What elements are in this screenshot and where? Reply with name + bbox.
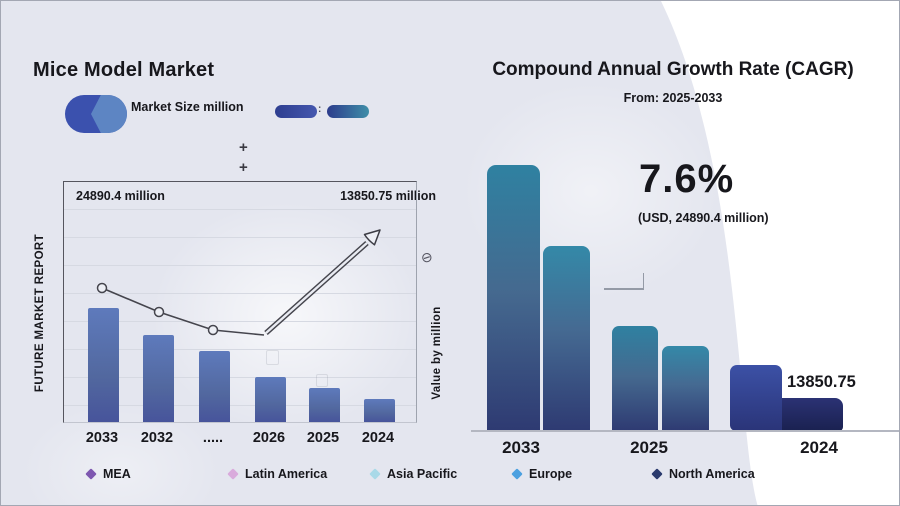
diamond-icon	[227, 468, 239, 480]
pill-separator: :	[318, 104, 322, 115]
bar-divider	[539, 246, 543, 380]
cagr-bar-2024-a	[730, 365, 782, 431]
x-label: 2025	[306, 430, 340, 446]
x-label: 2026	[252, 430, 286, 446]
gridline	[64, 349, 416, 350]
bar-2032	[143, 335, 174, 422]
bar-divider	[658, 346, 662, 394]
series-label: Market Size million	[131, 100, 244, 114]
bar-2033	[88, 308, 119, 422]
pill-icon	[275, 105, 317, 118]
cagr-value: 7.6%	[639, 157, 735, 201]
left-chart-plot-area	[63, 181, 417, 423]
bar-2026	[255, 377, 286, 422]
gridline	[64, 209, 416, 210]
pill-icon	[327, 105, 369, 118]
market-size-capsule-icon	[65, 95, 127, 133]
legend-item-north-america: North America	[651, 467, 755, 481]
cagr-bar-2024-b	[782, 398, 843, 431]
cagr-bar-2025-a	[612, 326, 658, 431]
plus-icon: +	[239, 159, 248, 176]
legend-item-europe: Europe	[511, 467, 573, 481]
bar-2025	[309, 388, 340, 422]
cagr-note: (USD, 24890.4 million)	[638, 211, 769, 225]
x-label: 2024	[800, 438, 838, 457]
gridline	[64, 405, 416, 406]
legend-label: MEA	[103, 467, 131, 481]
legend-item-asia-pacific: Asia Pacific	[369, 467, 458, 481]
bar-dots	[199, 351, 230, 422]
cagr-bar-2025-b	[662, 346, 709, 431]
gridline	[64, 237, 416, 238]
diamond-icon	[651, 468, 663, 480]
y-axis-label: Value by million	[431, 306, 443, 400]
bar-2024	[364, 399, 395, 422]
step-line-icon	[604, 288, 644, 290]
x-label: .....	[202, 430, 224, 446]
bar-annotation: 13850.75	[787, 373, 856, 391]
left-chart-end-value: 13850.75 million	[340, 189, 436, 203]
ghost-card-icon	[316, 374, 328, 387]
x-label: 2033	[85, 430, 119, 446]
ghost-card-icon	[266, 350, 279, 365]
plus-icon: +	[239, 139, 248, 156]
legend-label: Asia Pacific	[387, 467, 458, 481]
x-label: 2032	[140, 430, 174, 446]
gridline	[64, 265, 416, 266]
legend-item-mea: MEA	[85, 467, 131, 481]
legend-label: North America	[669, 467, 755, 481]
diamond-icon	[85, 468, 97, 480]
gridline	[64, 377, 416, 378]
legend-label: Europe	[529, 467, 573, 481]
right-chart-title: Compound Annual Growth Rate (CAGR)	[492, 59, 854, 80]
right-chart-subtitle: From: 2025-2033	[623, 91, 723, 105]
diamond-icon	[511, 468, 523, 480]
hexagon-icon	[91, 95, 127, 133]
gridline	[64, 293, 416, 294]
left-chart-title: Mice Model Market	[33, 59, 215, 81]
diamond-icon	[369, 468, 381, 480]
right-chart-axis	[471, 430, 899, 432]
legend-label: Latin America	[245, 467, 328, 481]
watermark-vertical-text: FUTURE MARKET REPORT	[34, 233, 46, 393]
x-label: 2033	[502, 438, 540, 457]
legend-item-latin-america: Latin America	[227, 467, 328, 481]
x-label: 2025	[630, 438, 668, 457]
cagr-bar-2033-b	[543, 246, 590, 431]
step-line-icon	[642, 273, 644, 289]
left-chart-start-value: 24890.4 million	[76, 189, 165, 203]
x-label: 2024	[361, 430, 395, 446]
cagr-bar-2033-a	[487, 165, 540, 431]
